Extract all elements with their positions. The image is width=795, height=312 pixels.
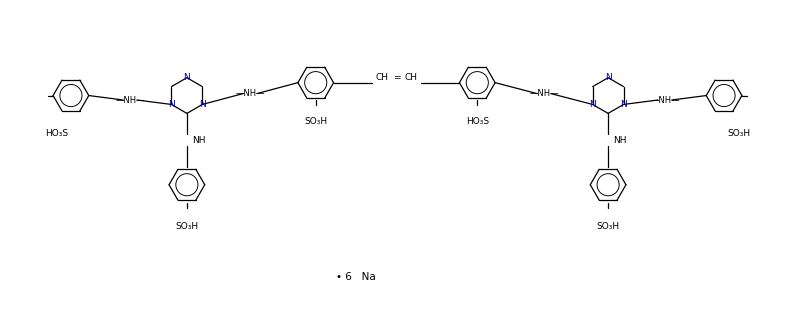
Text: N: N [168, 100, 175, 109]
Text: —NH—: —NH— [529, 89, 559, 98]
Text: HO₃S: HO₃S [45, 129, 68, 138]
Text: —NH—: —NH— [650, 95, 680, 105]
Text: CH: CH [375, 73, 388, 82]
Text: SO₃H: SO₃H [727, 129, 750, 138]
Text: —NH—: —NH— [115, 95, 145, 105]
Text: N: N [620, 100, 627, 109]
Text: CH: CH [405, 73, 418, 82]
Text: N: N [199, 100, 206, 109]
Text: SO₃H: SO₃H [304, 117, 328, 126]
Text: =: = [393, 73, 400, 82]
Text: N: N [605, 73, 611, 82]
Text: SO₃H: SO₃H [596, 222, 619, 232]
Text: N: N [184, 73, 190, 82]
Text: SO₃H: SO₃H [176, 222, 199, 232]
Text: • 6   Na: • 6 Na [335, 272, 375, 282]
Text: NH: NH [613, 136, 626, 145]
Text: HO₃S: HO₃S [466, 117, 489, 126]
Text: NH: NH [192, 136, 205, 145]
Text: —NH—: —NH— [235, 89, 265, 98]
Text: N: N [589, 100, 596, 109]
